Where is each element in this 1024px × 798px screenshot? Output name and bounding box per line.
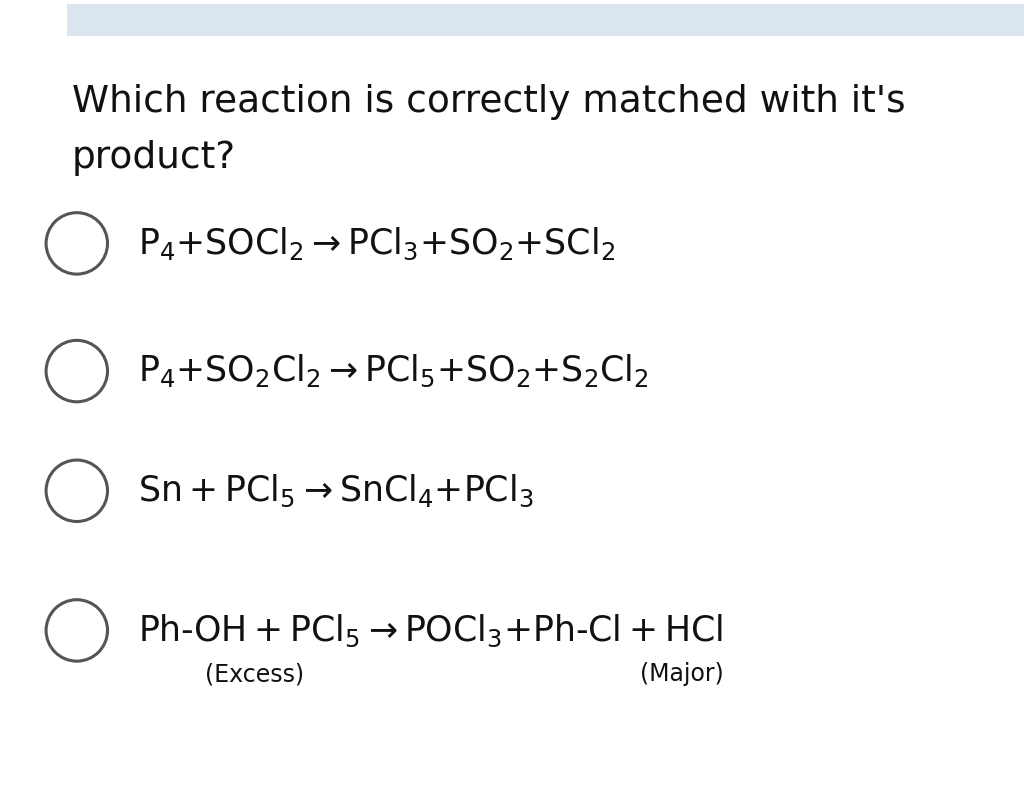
Text: $\mathrm{P}_{\mathrm{4}}\mathrm{ + SO}_{\mathrm{2}}\mathrm{Cl}_{\mathrm{2}}\math: $\mathrm{P}_{\mathrm{4}}\mathrm{ + SO}_{… [138, 353, 649, 389]
Text: Which reaction is correctly matched with it's: Which reaction is correctly matched with… [72, 84, 905, 120]
Text: product?: product? [72, 140, 236, 176]
FancyBboxPatch shape [67, 4, 1024, 36]
Text: (Excess): (Excess) [205, 662, 304, 686]
Text: $\mathrm{P}_{\mathrm{4}}\mathrm{ + SOCl}_{\mathrm{2}}\mathrm{ \rightarrow  PCl}_: $\mathrm{P}_{\mathrm{4}}\mathrm{ + SOCl}… [138, 225, 615, 262]
Text: $\mathrm{Ph\text{-}OH+PCl}_{\mathrm{5}}\mathrm{ \rightarrow  POCl}_{\mathrm{3}}\: $\mathrm{Ph\text{-}OH+PCl}_{\mathrm{5}}\… [138, 612, 723, 649]
Text: (Major): (Major) [640, 662, 724, 686]
Text: $\mathrm{Sn + PCl}_{\mathrm{5}}\mathrm{ \rightarrow  SnCl}_{\mathrm{4}}\mathrm{ : $\mathrm{Sn + PCl}_{\mathrm{5}}\mathrm{ … [138, 472, 534, 509]
